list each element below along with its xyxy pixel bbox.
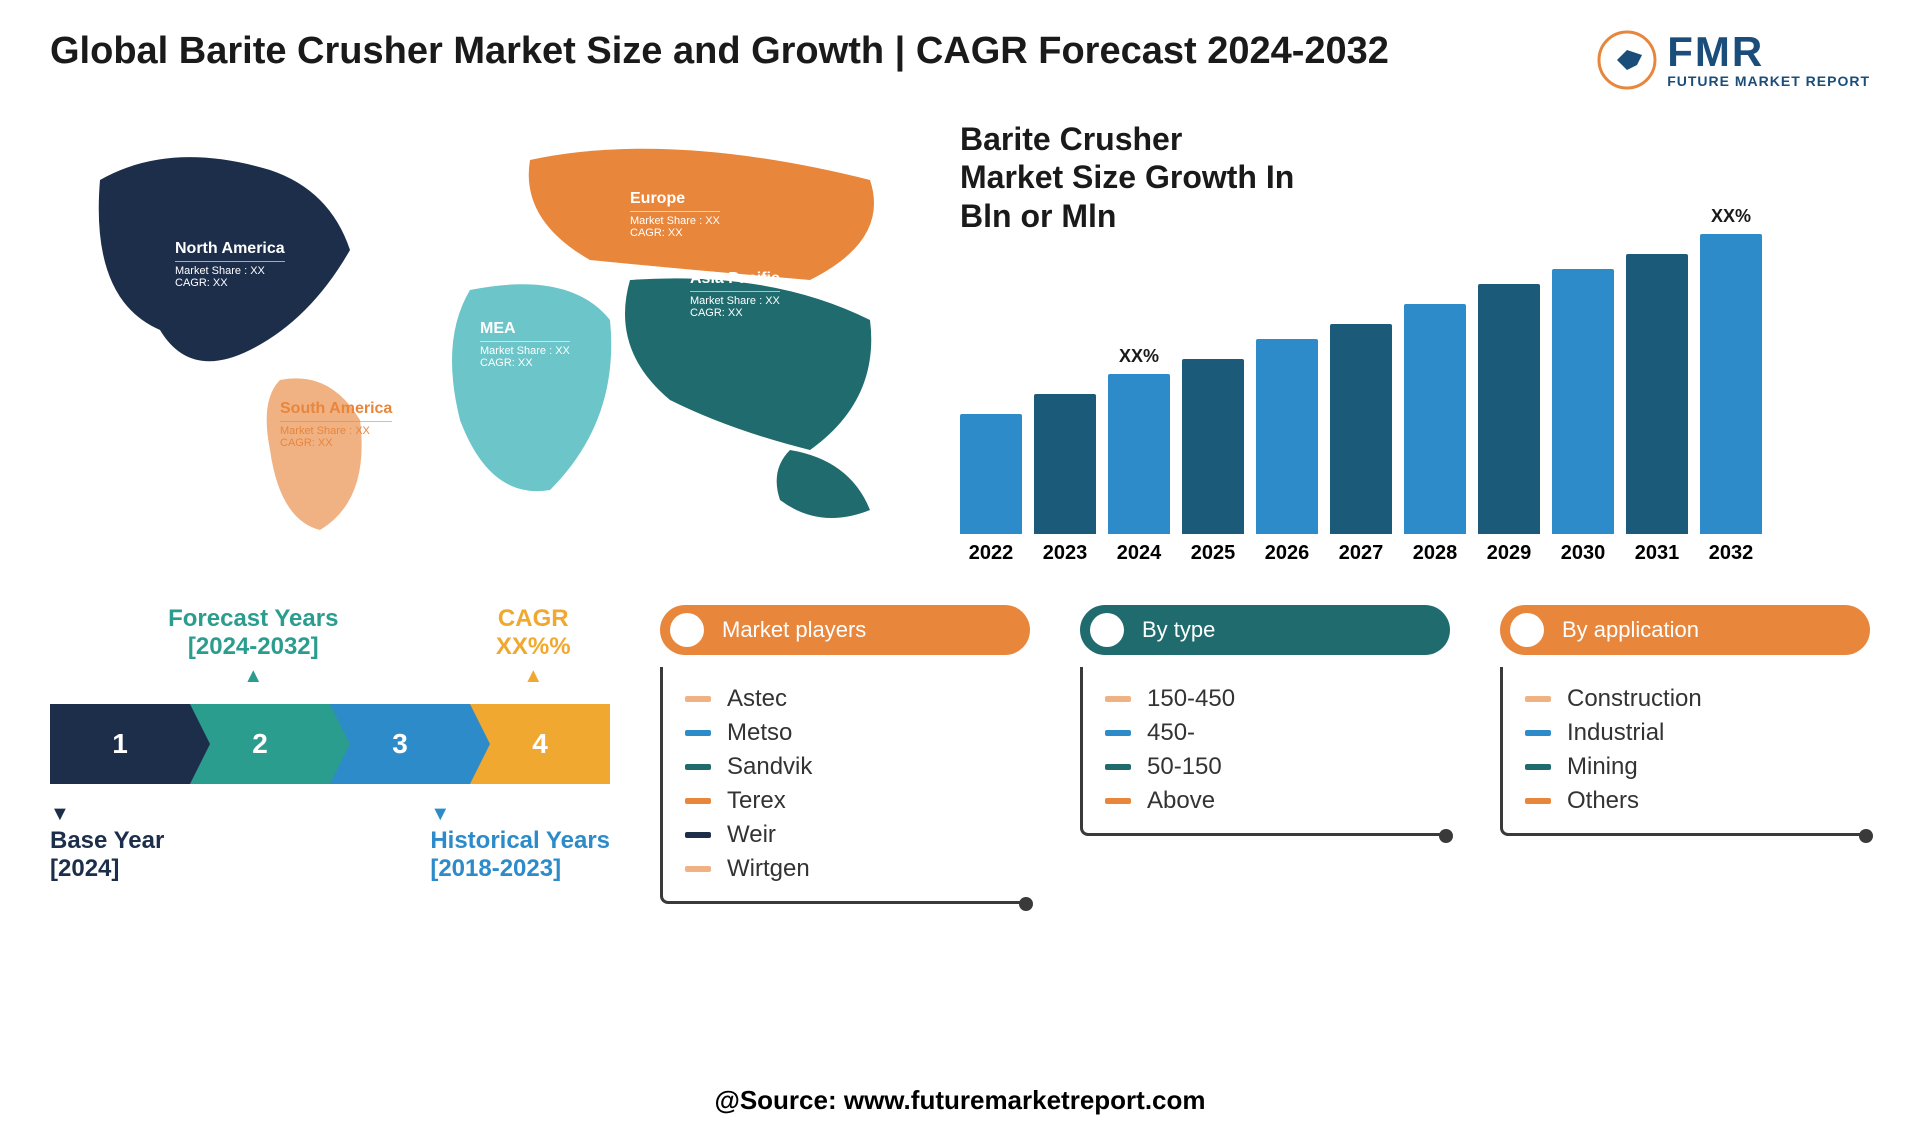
source-text: @Source: www.futuremarketreport.com [714,1085,1205,1116]
timeline-block: Forecast Years[2024-2032]▲ CAGRXX%%▲ 123… [50,605,610,883]
info-list: 150-450 450- 50-150 Above [1080,667,1450,836]
region-label-north-america: North AmericaMarket Share : XXCAGR: XX [175,240,285,289]
timeline-segment-4: 4 [470,704,610,784]
info-item: Above [1105,787,1450,815]
base-year-label: ▼Base Year[2024] [50,799,164,883]
bar-2024: XX%2024 [1108,374,1170,565]
bar-2029: 2029 [1478,284,1540,565]
bar-2022: 2022 [960,414,1022,565]
region-label-south-america: South AmericaMarket Share : XXCAGR: XX [280,400,392,449]
bar-2025: 2025 [1182,359,1244,565]
timeline-segment-2: 2 [190,704,330,784]
info-item: Terex [685,787,1030,815]
info-block-by-type: By type 150-450 450- 50-150 Above [1080,605,1450,904]
info-item: Others [1525,787,1870,815]
logo-text: FMR FUTURE MARKET REPORT [1667,31,1870,89]
bar-2031: 2031 [1626,254,1688,565]
logo-sub-text: FUTURE MARKET REPORT [1667,73,1870,89]
bar-2028: 2028 [1404,304,1466,565]
info-item: 450- [1105,719,1450,747]
mea-shape [452,284,611,491]
info-item: Weir [685,821,1030,849]
info-item: 50-150 [1105,753,1450,781]
bar-2030: 2030 [1552,269,1614,565]
header: Global Barite Crusher Market Size and Gr… [50,30,1870,90]
bar-2023: 2023 [1034,394,1096,565]
page-title: Global Barite Crusher Market Size and Gr… [50,30,1389,73]
info-header: By type [1080,605,1450,655]
timeline-segment-1: 1 [50,704,190,784]
main-row: North AmericaMarket Share : XXCAGR: XX So… [50,120,1870,565]
world-map: North AmericaMarket Share : XXCAGR: XX So… [50,120,920,565]
info-item: Wirtgen [685,855,1030,883]
historical-years-label: ▼Historical Years[2018-2023] [430,799,610,883]
forecast-years-label: Forecast Years[2024-2032]▲ [168,605,338,689]
info-blocks-row: Market players Astec Metso Sandvik Terex Weir… [660,605,1870,904]
info-list: Astec Metso Sandvik Terex Weir Wirtgen [660,667,1030,904]
info-block-by-application: By application Construction Industrial Mini… [1500,605,1870,904]
info-item: Sandvik [685,753,1030,781]
info-header: By application [1500,605,1870,655]
bar-2032: XX%2032 [1700,234,1762,565]
info-list: Construction Industrial Mining Others [1500,667,1870,836]
logo: FMR FUTURE MARKET REPORT [1597,30,1870,90]
cagr-label: CAGRXX%%▲ [496,605,571,689]
timeline: 1234 [50,704,610,784]
info-item: Astec [685,685,1030,713]
logo-main-text: FMR [1667,31,1870,73]
region-label-mea: MEAMarket Share : XXCAGR: XX [480,320,570,369]
info-item: Construction [1525,685,1870,713]
bar-2027: 2027 [1330,324,1392,565]
region-label-europe: EuropeMarket Share : XXCAGR: XX [630,190,720,239]
bar-chart-section: Barite Crusher Market Size Growth In Bln… [960,120,1870,565]
info-item: Metso [685,719,1030,747]
info-item: Industrial [1525,719,1870,747]
info-item: Mining [1525,753,1870,781]
timeline-segment-3: 3 [330,704,470,784]
bar-chart: 20222023XX%20242025202620272028202920302… [960,245,1870,565]
info-header: Market players [660,605,1030,655]
info-block-market-players: Market players Astec Metso Sandvik Terex Weir… [660,605,1030,904]
logo-binoculars-icon [1597,30,1657,90]
info-item: 150-450 [1105,685,1450,713]
bottom-row: Forecast Years[2024-2032]▲ CAGRXX%%▲ 123… [50,605,1870,904]
region-label-asia-pacific: Asia PacificMarket Share : XXCAGR: XX [690,270,780,319]
bar-2026: 2026 [1256,339,1318,565]
